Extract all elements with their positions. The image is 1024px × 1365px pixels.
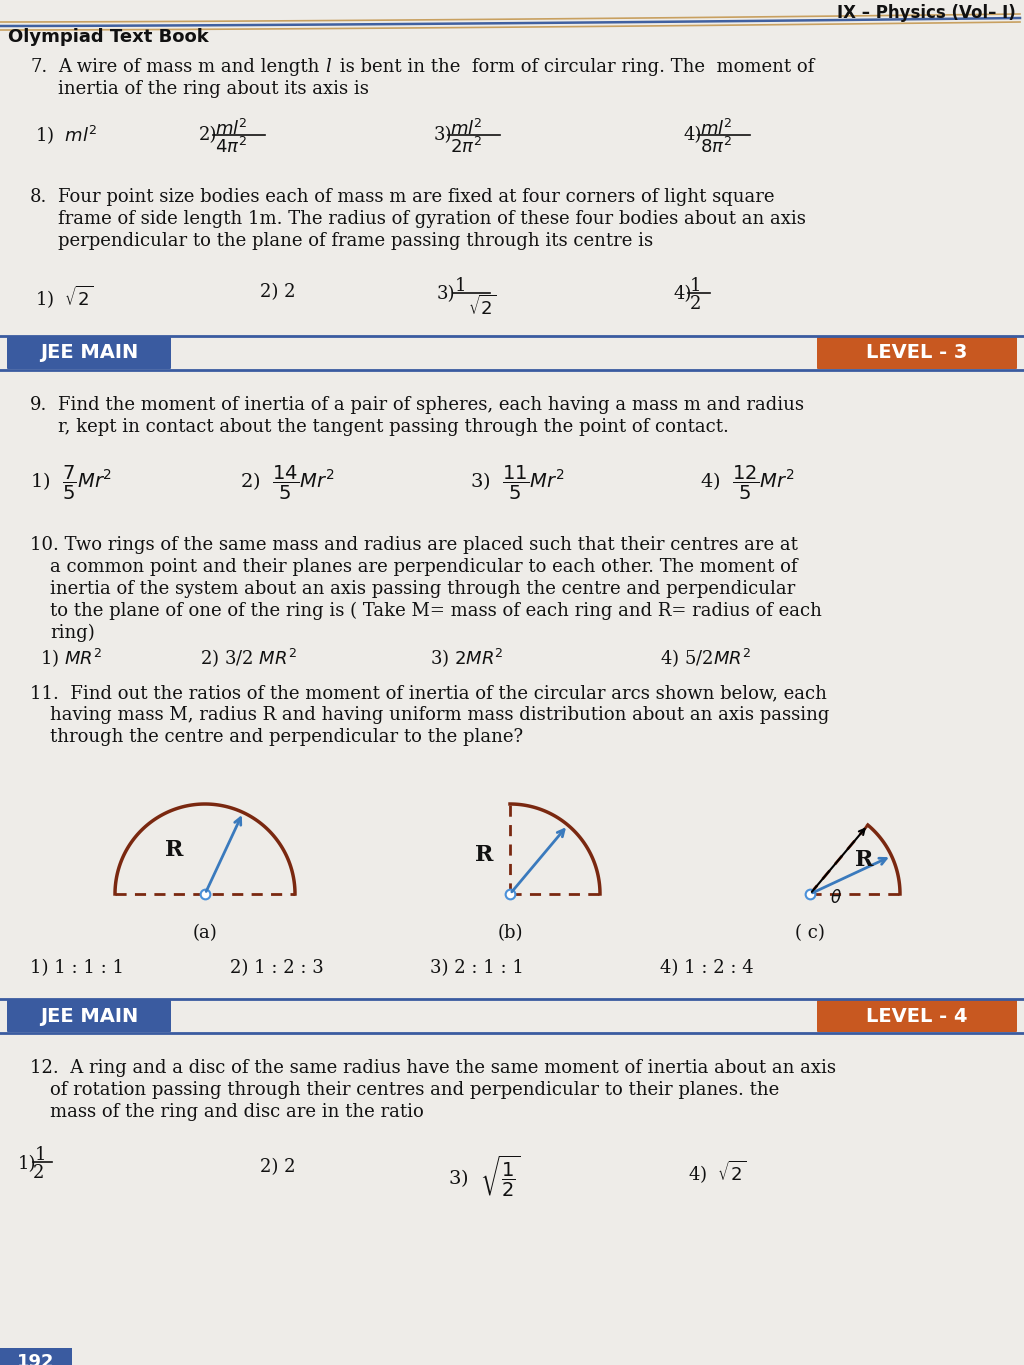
Text: 3): 3) bbox=[434, 126, 453, 143]
Text: having mass M, radius R and having uniform mass distribution about an axis passi: having mass M, radius R and having unifo… bbox=[50, 706, 829, 723]
Text: LEVEL - 4: LEVEL - 4 bbox=[866, 1006, 968, 1025]
Text: $\theta$: $\theta$ bbox=[830, 889, 842, 906]
Text: Four point size bodies each of mass m are fixed at four corners of light square: Four point size bodies each of mass m ar… bbox=[58, 188, 774, 206]
Text: $4\pi^2$: $4\pi^2$ bbox=[215, 136, 247, 157]
Text: Find the moment of inertia of a pair of spheres, each having a mass m and radius: Find the moment of inertia of a pair of … bbox=[58, 396, 804, 414]
Text: 4): 4) bbox=[674, 285, 692, 303]
Text: JEE MAIN: JEE MAIN bbox=[40, 1006, 138, 1025]
Text: 3): 3) bbox=[437, 285, 456, 303]
Text: perpendicular to the plane of frame passing through its centre is: perpendicular to the plane of frame pass… bbox=[58, 232, 653, 250]
Text: 1) 1 : 1 : 1: 1) 1 : 1 : 1 bbox=[30, 960, 124, 977]
Text: 2)  $\dfrac{14}{5}Mr^2$: 2) $\dfrac{14}{5}Mr^2$ bbox=[240, 464, 335, 502]
Text: to the plane of one of the ring is ( Take M= mass of each ring and R= radius of : to the plane of one of the ring is ( Tak… bbox=[50, 602, 822, 620]
Text: $ml^2$: $ml^2$ bbox=[700, 119, 732, 139]
Text: 1: 1 bbox=[455, 277, 467, 295]
Text: of rotation passing through their centres and perpendicular to their planes. the: of rotation passing through their centre… bbox=[50, 1081, 779, 1099]
Text: inertia of the ring about its axis is: inertia of the ring about its axis is bbox=[58, 81, 369, 98]
Text: $ml^2$: $ml^2$ bbox=[450, 119, 482, 139]
Text: 10. Two rings of the same mass and radius are placed such that their centres are: 10. Two rings of the same mass and radiu… bbox=[30, 536, 798, 554]
Text: ( c): ( c) bbox=[795, 924, 825, 942]
Text: 1)  $\sqrt{2}$: 1) $\sqrt{2}$ bbox=[35, 283, 93, 310]
Text: (b): (b) bbox=[498, 924, 522, 942]
Text: 1) $MR^2$: 1) $MR^2$ bbox=[40, 646, 102, 669]
Text: 4)  $\dfrac{12}{5}Mr^2$: 4) $\dfrac{12}{5}Mr^2$ bbox=[700, 464, 795, 502]
Text: LEVEL - 3: LEVEL - 3 bbox=[866, 344, 968, 363]
Text: 1: 1 bbox=[690, 277, 701, 295]
FancyBboxPatch shape bbox=[817, 1001, 1017, 1032]
Text: 4) 5/2$MR^2$: 4) 5/2$MR^2$ bbox=[660, 646, 752, 669]
Text: $\sqrt{2}$: $\sqrt{2}$ bbox=[451, 295, 497, 319]
Text: 4)  $\sqrt{2}$: 4) $\sqrt{2}$ bbox=[688, 1158, 746, 1185]
Text: R: R bbox=[855, 849, 873, 871]
Text: 2: 2 bbox=[33, 1164, 44, 1182]
Text: 2: 2 bbox=[690, 295, 701, 313]
Text: (a): (a) bbox=[193, 924, 217, 942]
FancyBboxPatch shape bbox=[7, 337, 171, 369]
Text: 2) 1 : 2 : 3: 2) 1 : 2 : 3 bbox=[230, 960, 324, 977]
Text: 8.: 8. bbox=[30, 188, 47, 206]
Text: 1)  $\dfrac{7}{5}Mr^2$: 1) $\dfrac{7}{5}Mr^2$ bbox=[30, 464, 113, 502]
Text: 7.: 7. bbox=[30, 57, 47, 76]
Text: 2): 2) bbox=[199, 126, 217, 143]
Text: $8\pi^2$: $8\pi^2$ bbox=[700, 136, 732, 157]
Text: R: R bbox=[165, 839, 183, 861]
Text: 2) 2: 2) 2 bbox=[260, 1158, 296, 1177]
Text: A wire of mass m and length: A wire of mass m and length bbox=[58, 57, 326, 76]
Text: 12.  A ring and a disc of the same radius have the same moment of inertia about : 12. A ring and a disc of the same radius… bbox=[30, 1059, 836, 1077]
FancyBboxPatch shape bbox=[817, 337, 1017, 369]
Text: Olympiad Text Book: Olympiad Text Book bbox=[8, 29, 209, 46]
Text: 4): 4) bbox=[684, 126, 702, 143]
Text: 3) $2MR^2$: 3) $2MR^2$ bbox=[430, 646, 504, 669]
Text: 3)  $\dfrac{11}{5}Mr^2$: 3) $\dfrac{11}{5}Mr^2$ bbox=[470, 464, 564, 502]
Text: ring): ring) bbox=[50, 624, 95, 643]
FancyBboxPatch shape bbox=[0, 1349, 72, 1365]
Text: 1)  $ml^2$: 1) $ml^2$ bbox=[35, 123, 97, 146]
Text: 1: 1 bbox=[35, 1147, 46, 1164]
Text: mass of the ring and disc are in the ratio: mass of the ring and disc are in the rat… bbox=[50, 1103, 424, 1121]
Text: R: R bbox=[475, 844, 494, 865]
Text: is bent in the  form of circular ring. The  moment of: is bent in the form of circular ring. Th… bbox=[334, 57, 814, 76]
Text: through the centre and perpendicular to the plane?: through the centre and perpendicular to … bbox=[50, 728, 523, 747]
Text: a common point and their planes are perpendicular to each other. The moment of: a common point and their planes are perp… bbox=[50, 558, 798, 576]
Text: 1): 1) bbox=[18, 1155, 37, 1173]
Text: 2) 3/2 $MR^2$: 2) 3/2 $MR^2$ bbox=[200, 646, 297, 669]
Text: frame of side length 1m. The radius of gyration of these four bodies about an ax: frame of side length 1m. The radius of g… bbox=[58, 210, 806, 228]
Text: $ml^2$: $ml^2$ bbox=[215, 119, 248, 139]
Text: inertia of the system about an axis passing through the centre and perpendicular: inertia of the system about an axis pass… bbox=[50, 580, 796, 598]
Text: 3)  $\sqrt{\dfrac{1}{2}}$: 3) $\sqrt{\dfrac{1}{2}}$ bbox=[449, 1153, 520, 1200]
Text: IX – Physics (Vol– I): IX – Physics (Vol– I) bbox=[838, 4, 1016, 22]
Text: 2) 2: 2) 2 bbox=[260, 283, 296, 302]
Text: $2\pi^2$: $2\pi^2$ bbox=[450, 136, 482, 157]
Text: JEE MAIN: JEE MAIN bbox=[40, 344, 138, 363]
FancyBboxPatch shape bbox=[7, 1001, 171, 1032]
Text: 4) 1 : 2 : 4: 4) 1 : 2 : 4 bbox=[660, 960, 754, 977]
Text: l: l bbox=[325, 57, 331, 76]
Text: 11.  Find out the ratios of the moment of inertia of the circular arcs shown bel: 11. Find out the ratios of the moment of… bbox=[30, 684, 826, 702]
Text: r, kept in contact about the tangent passing through the point of contact.: r, kept in contact about the tangent pas… bbox=[58, 418, 729, 435]
Text: 3) 2 : 1 : 1: 3) 2 : 1 : 1 bbox=[430, 960, 524, 977]
Text: 9.: 9. bbox=[30, 396, 47, 414]
Text: 192: 192 bbox=[17, 1353, 54, 1365]
